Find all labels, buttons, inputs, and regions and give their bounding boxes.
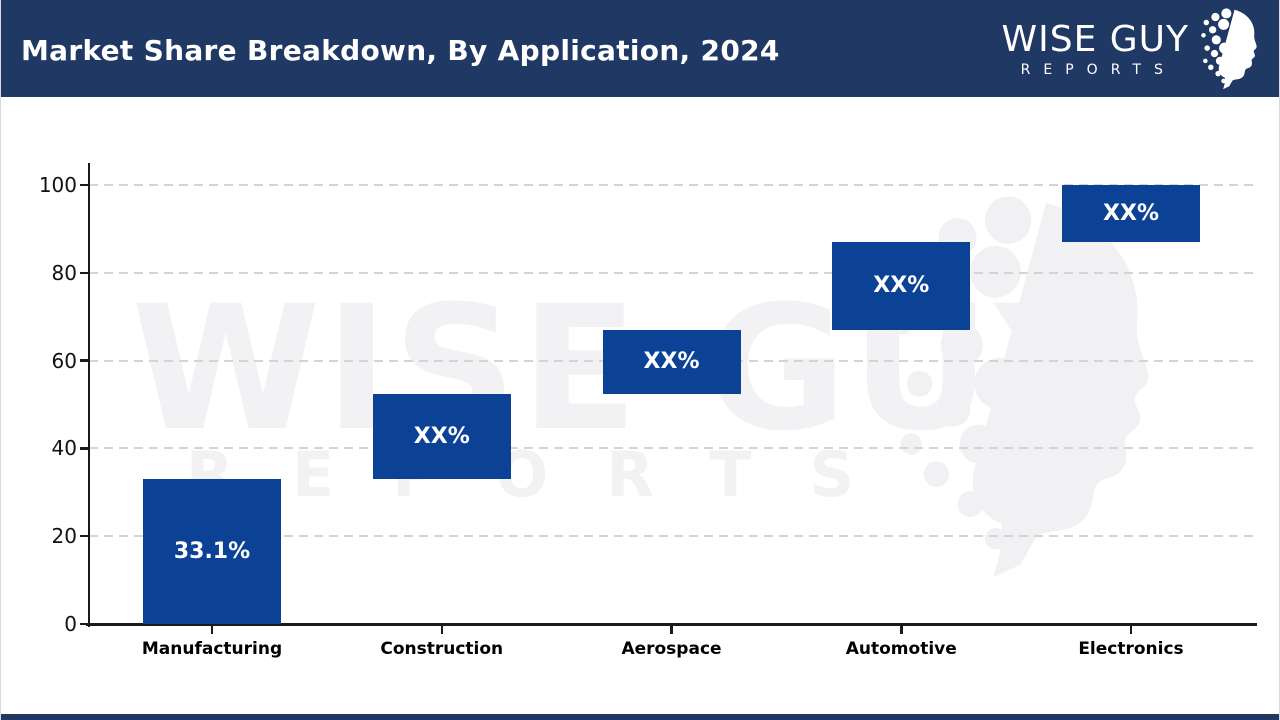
bar-construction: XX%: [372, 393, 511, 479]
gridline-80: [89, 271, 1254, 274]
watermark-reports-text: REPORTS: [186, 438, 913, 511]
x-tick-automotive: [900, 626, 903, 634]
bar-value-label: XX%: [873, 273, 930, 299]
y-tick-100: [80, 183, 89, 187]
gridline-20: [89, 535, 1254, 538]
x-tick-label-electronics: Electronics: [1078, 639, 1184, 659]
y-tick-label-20: 20: [51, 524, 77, 549]
x-tick-construction: [440, 626, 443, 634]
y-tick-20: [80, 534, 89, 538]
bar-value-label: XX%: [413, 423, 470, 449]
x-tick-electronics: [1129, 626, 1133, 634]
x-tick-label-automotive: Automotive: [845, 639, 957, 659]
y-tick-40: [80, 447, 89, 450]
bar-automotive: XX%: [832, 242, 971, 330]
bar-aerospace: XX%: [602, 329, 741, 394]
y-tick-80: [80, 271, 89, 275]
bar-electronics: XX%: [1062, 185, 1200, 243]
y-tick-label-80: 80: [51, 260, 77, 285]
header-bar: Market Share Breakdown, By Application, …: [1, 0, 1279, 97]
y-axis-line: [87, 163, 90, 627]
x-tick-manufacturing: [210, 626, 214, 634]
y-tick-label-60: 60: [51, 348, 77, 373]
logo-head-icon: [1201, 8, 1257, 90]
y-tick-60: [80, 359, 89, 362]
y-tick-label-40: 40: [51, 436, 77, 461]
logo-wiseguy-text: WISE GUY: [1001, 18, 1189, 60]
gridline-40: [89, 447, 1254, 450]
y-tick-0: [80, 622, 89, 626]
x-tick-label-manufacturing: Manufacturing: [141, 639, 283, 659]
bar-value-label: XX%: [1103, 201, 1159, 227]
x-axis-line: [86, 623, 1257, 626]
y-tick-label-0: 0: [64, 612, 77, 636]
page-title: Market Share Breakdown, By Application, …: [21, 34, 780, 67]
footer-bar: [1, 714, 1279, 720]
bar-value-label: XX%: [643, 349, 700, 375]
x-tick-label-construction: Construction: [380, 639, 504, 659]
logo-text: WISE GUY REPORTS: [1001, 18, 1190, 78]
logo-reports-text: REPORTS: [1020, 61, 1176, 78]
gridline-100: [89, 184, 1254, 186]
x-tick-aerospace: [670, 626, 673, 634]
bar-manufacturing: 33.1%: [143, 478, 281, 624]
y-tick-label-100: 100: [38, 173, 77, 197]
bar-value-label: 33.1%: [173, 538, 251, 564]
wise-guy-reports-logo: WISE GUY REPORTS: [1002, 5, 1268, 93]
x-tick-label-aerospace: Aerospace: [621, 639, 722, 659]
